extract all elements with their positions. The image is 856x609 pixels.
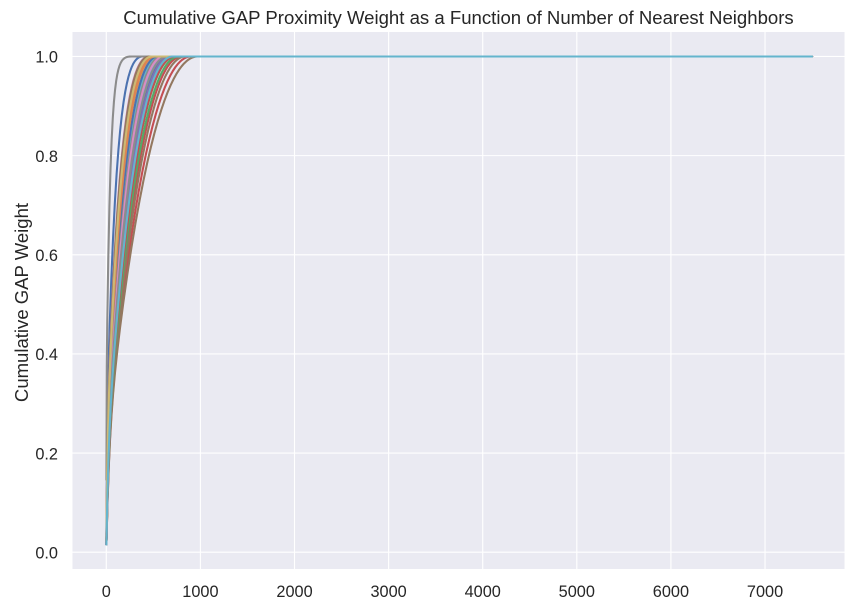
svg-text:0.4: 0.4: [35, 346, 58, 364]
svg-text:4000: 4000: [465, 583, 501, 601]
svg-text:2000: 2000: [276, 583, 312, 601]
svg-text:0.2: 0.2: [35, 445, 58, 463]
svg-text:1.0: 1.0: [35, 49, 58, 67]
svg-text:5000: 5000: [559, 583, 595, 601]
svg-text:1000: 1000: [182, 583, 218, 601]
svg-text:0.8: 0.8: [35, 148, 58, 166]
svg-text:3000: 3000: [370, 583, 406, 601]
svg-text:0.6: 0.6: [35, 247, 58, 265]
svg-text:Cumulative GAP Weight: Cumulative GAP Weight: [11, 202, 32, 402]
svg-text:7000: 7000: [747, 583, 783, 601]
svg-text:Cumulative GAP Proximity Weigh: Cumulative GAP Proximity Weight as a Fun…: [123, 7, 793, 28]
svg-text:6000: 6000: [653, 583, 689, 601]
svg-text:0.0: 0.0: [35, 544, 58, 562]
svg-text:0: 0: [102, 583, 111, 601]
